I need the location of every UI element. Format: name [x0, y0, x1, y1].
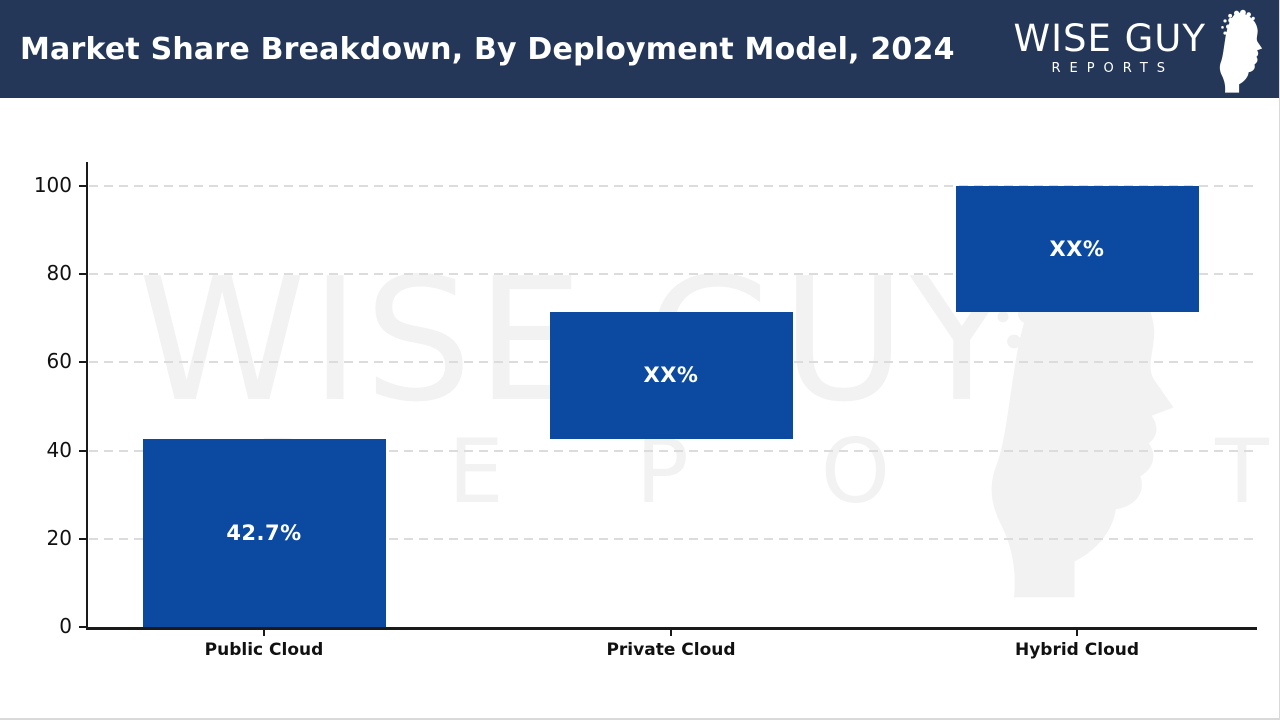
y-axis-tick-label: 80: [46, 261, 72, 286]
x-axis-spine: [86, 627, 1257, 630]
wiseguy-head-icon: [1202, 8, 1266, 94]
header-banner: Market Share Breakdown, By Deployment Mo…: [0, 0, 1279, 98]
bar-value-label: 42.7%: [226, 520, 302, 545]
x-tick-public-cloud: [263, 630, 265, 636]
x-tick-hybrid-cloud: [1076, 630, 1078, 636]
y-tick-60: [79, 361, 87, 364]
gridline-40: [89, 449, 1257, 452]
logo-wordmark: WISE GUY: [1013, 17, 1206, 60]
bar-value-label: XX%: [1049, 237, 1105, 262]
y-axis-tick-label: 20: [46, 525, 72, 550]
wiseguy-reports-logo: WISE GUY REPORTS: [1014, 6, 1266, 94]
y-axis-tick-label: 60: [46, 349, 72, 374]
logo-subtext: REPORTS: [1051, 61, 1175, 76]
page-title: Market Share Breakdown, By Deployment Mo…: [20, 31, 955, 67]
gridline-20: [89, 537, 1257, 540]
gridline-80: [89, 273, 1257, 276]
y-tick-80: [79, 273, 87, 276]
x-axis-category-label: Public Cloud: [204, 640, 324, 660]
bar-value-label: XX%: [643, 363, 699, 388]
y-tick-20: [79, 537, 87, 540]
bar-hybrid-cloud: XX%: [955, 186, 1199, 313]
y-tick-100: [79, 185, 87, 187]
y-axis-tick-label: 0: [59, 614, 72, 638]
y-axis-spine: [86, 162, 88, 629]
x-axis-category-label: Private Cloud: [606, 640, 736, 660]
bar-public-cloud: 42.7%: [142, 438, 386, 627]
y-tick-0: [79, 626, 87, 628]
y-axis-tick-label: 40: [46, 437, 72, 462]
y-axis-tick-label: 100: [33, 173, 72, 197]
bar-private-cloud: XX%: [549, 312, 793, 439]
y-tick-40: [79, 449, 87, 452]
x-tick-private-cloud: [670, 630, 672, 636]
x-axis-category-label: Hybrid Cloud: [1014, 640, 1140, 660]
gridline-100: [89, 185, 1257, 187]
